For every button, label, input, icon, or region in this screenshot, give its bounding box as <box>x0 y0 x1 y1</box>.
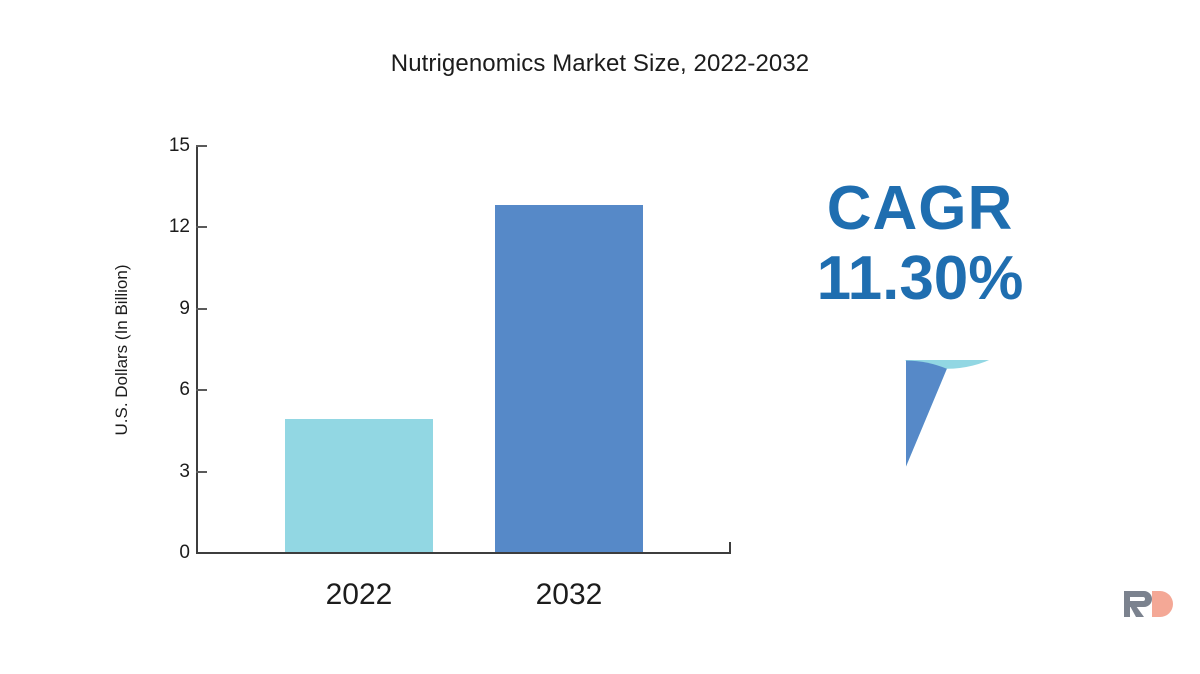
y-tick-label-9: 9 <box>179 298 190 319</box>
y-tick-label-12: 12 <box>168 216 190 237</box>
y-tick-15 <box>196 145 207 147</box>
page-title: Nutrigenomics Market Size, 2022-2032 <box>390 50 810 77</box>
pie-chart <box>904 360 990 467</box>
y-axis-title: U.S. Dollars (In Billion) <box>112 264 131 436</box>
y-tick-label-3: 3 <box>179 461 190 482</box>
y-tick-9 <box>196 308 207 310</box>
y-tick-6 <box>196 389 207 391</box>
x-axis-line <box>196 552 731 554</box>
bar-2022[interactable] <box>285 419 433 552</box>
y-tick-label-15: 15 <box>168 135 190 156</box>
logo-letter-r-icon <box>1124 591 1152 617</box>
bar-chart: U.S. Dollars (In Billion) 15 12 9 6 3 0 … <box>112 135 731 611</box>
y-tick-label-6: 6 <box>179 379 190 400</box>
y-tick-12 <box>196 226 207 228</box>
reports-and-data-logo <box>1124 591 1173 617</box>
logo-letter-d-icon <box>1152 591 1173 617</box>
pie-slice-cagr[interactable] <box>906 360 947 467</box>
cagr-value: 11.30% <box>816 244 1024 313</box>
cagr-label: CAGR <box>826 174 1014 243</box>
cagr-block: CAGR 11.30% <box>775 178 1065 310</box>
x-axis-right-cap <box>729 542 731 554</box>
y-tick-label-0: 0 <box>179 542 190 563</box>
bar-2032[interactable] <box>495 205 643 552</box>
y-tick-3 <box>196 471 207 473</box>
x-tick-label-2032: 2032 <box>535 578 603 611</box>
y-axis-line <box>196 145 198 554</box>
x-tick-label-2022: 2022 <box>325 578 393 611</box>
